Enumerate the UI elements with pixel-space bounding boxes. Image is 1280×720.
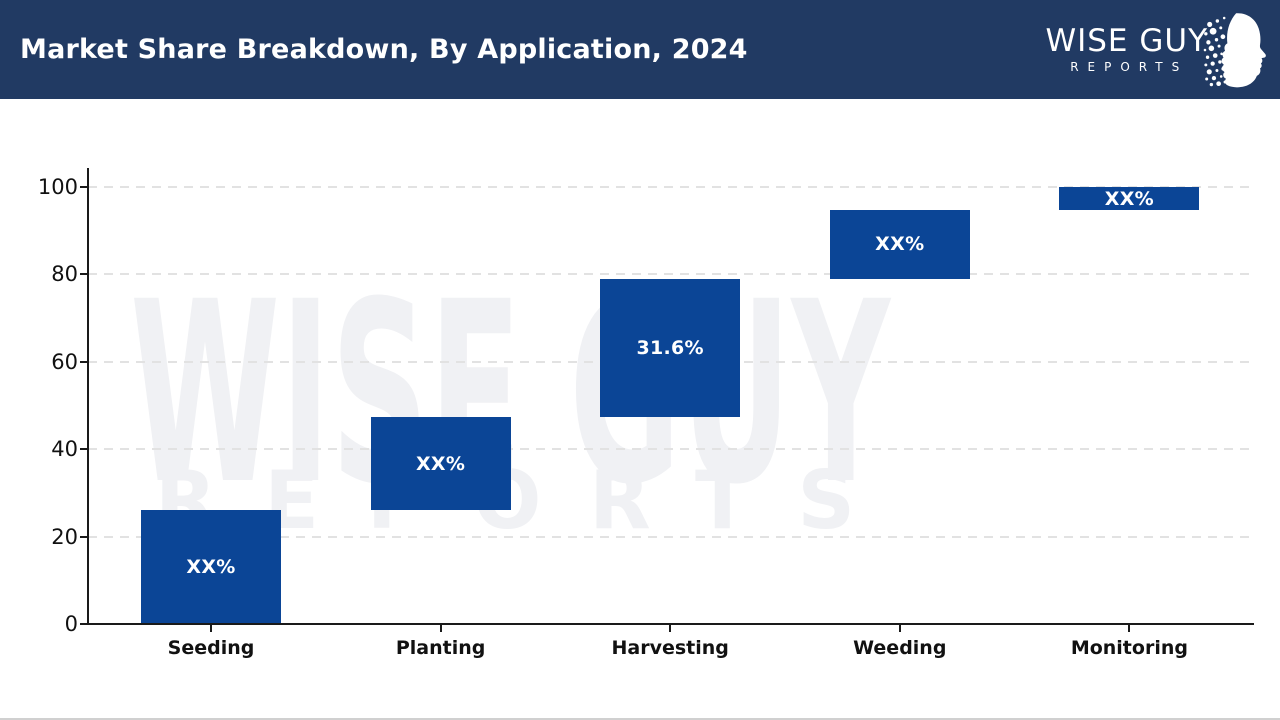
x-axis-line [87,623,1254,625]
x-tick-mark [669,625,672,632]
x-tick-mark [1128,625,1131,632]
y-tick-mark [80,535,87,538]
grid-line [88,186,1254,188]
x-category-label: Monitoring [1070,637,1188,659]
bar: XX% [1059,187,1200,211]
bar-value-label: 31.6% [636,336,704,359]
x-category-label: Planting [395,637,486,659]
footer-divider [0,718,1280,720]
x-tick-mark [898,625,901,632]
x-category-label: Seeding [167,637,255,659]
bar: XX% [829,210,970,279]
bar: XX% [370,416,511,511]
y-tick-label: 100 [37,175,78,199]
y-tick-mark [80,273,87,276]
y-tick-label: 80 [51,262,78,287]
logo-subtext: REPORTS [1070,60,1189,74]
bar-value-label: XX% [1104,187,1155,210]
bar-value-label: XX% [186,556,236,579]
page-title: Market Share Breakdown, By Application, … [20,34,748,65]
y-tick-mark [80,623,87,625]
y-tick-label: 20 [51,524,78,549]
y-tick-label: 40 [51,437,78,462]
logo-wordmark: WISE GUY [1045,23,1208,59]
x-category-label: Weeding [853,637,947,659]
y-axis-line [87,168,89,625]
x-tick-mark [210,625,212,632]
x-category-label: Harvesting [611,637,729,659]
bar: XX% [141,510,281,624]
y-tick-mark [80,186,87,188]
bar-value-label: XX% [875,233,925,256]
grid-line [88,535,1254,538]
y-tick-mark [80,448,87,451]
bar-value-label: XX% [415,452,466,475]
wise-guy-logo: WISE GUY REPORTS [1045,10,1266,90]
y-tick-mark [80,360,87,363]
grid-line [88,273,1254,276]
header-bar: Market Share Breakdown, By Application, … [0,0,1280,99]
y-tick-label: 0 [64,612,78,636]
y-tick-label: 60 [51,349,78,374]
bar: 31.6% [600,278,741,417]
logo-text-block: WISE GUY REPORTS [1045,23,1208,74]
grid-line [88,448,1254,451]
x-tick-mark [439,625,442,632]
